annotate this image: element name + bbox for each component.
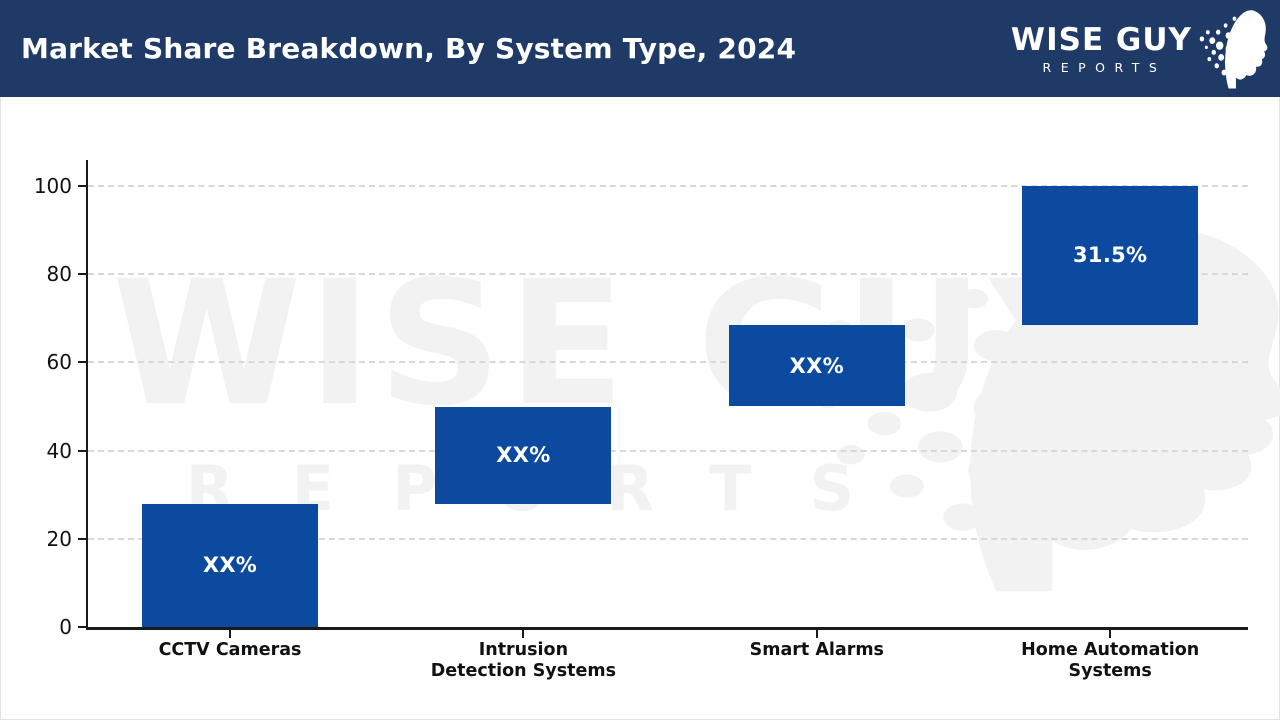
gridline — [88, 361, 1248, 364]
y-tick-mark — [78, 273, 87, 276]
y-tick-label: 40 — [46, 438, 72, 463]
header-bar: Market Share Breakdown, By System Type, … — [0, 0, 1280, 97]
y-tick-mark — [78, 185, 87, 187]
x-tick-label: Smart Alarms — [749, 640, 884, 660]
bar: XX% — [728, 324, 905, 407]
x-tick-mark — [229, 630, 231, 638]
y-axis-line — [86, 160, 88, 630]
gridline — [88, 185, 1248, 187]
x-tick-mark — [815, 630, 818, 638]
y-tick-label: 20 — [46, 526, 72, 551]
x-tick-mark — [522, 630, 525, 638]
gridline — [88, 449, 1248, 452]
gridline — [88, 273, 1248, 276]
x-axis-line — [86, 627, 1248, 630]
y-tick-mark — [78, 361, 87, 364]
bar: XX% — [142, 503, 318, 627]
y-tick-label: 80 — [46, 262, 72, 287]
y-tick-label: 0 — [59, 615, 72, 639]
x-tick-label: Intrusion Detection Systems — [430, 640, 617, 681]
bar-value-label: XX% — [202, 553, 258, 578]
bar: XX% — [435, 406, 612, 504]
y-tick-label: 100 — [33, 174, 72, 198]
bar: 31.5% — [1022, 186, 1199, 325]
y-tick-mark — [78, 626, 87, 628]
watermark-face-dots-icon — [778, 228, 1280, 592]
x-tick-label: Home Automation Systems — [1021, 640, 1200, 681]
page-title: Market Share Breakdown, By System Type, … — [21, 32, 797, 65]
x-tick-mark — [1109, 630, 1112, 638]
y-tick-mark — [78, 449, 87, 452]
bar-value-label: XX% — [789, 353, 844, 378]
y-tick-label: 60 — [46, 350, 72, 375]
bar-value-label: XX% — [496, 443, 551, 467]
brand-logo-text: WISE GUY REPORTS — [1011, 23, 1192, 75]
x-tick-label: CCTV Cameras — [158, 640, 302, 660]
bar-value-label: 31.5% — [1073, 243, 1148, 268]
logo-face-dots-icon — [1199, 10, 1268, 89]
y-tick-mark — [78, 537, 87, 540]
logo-wiseguy-text: WISE GUY — [1010, 22, 1192, 59]
gridline — [88, 537, 1248, 540]
brand-logo: WISE GUY REPORTS — [1011, 7, 1270, 91]
logo-reports-text: REPORTS — [1042, 59, 1167, 75]
